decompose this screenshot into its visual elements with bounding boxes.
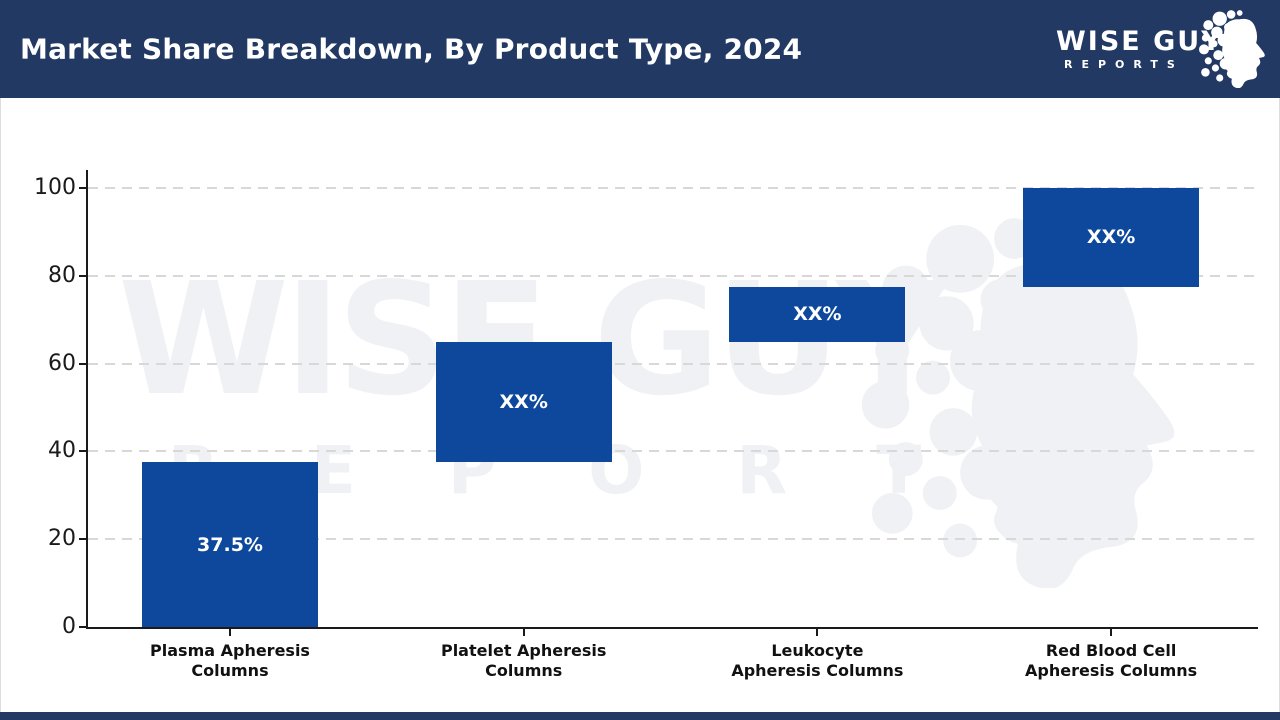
- x-category-label-line: Columns: [191, 661, 269, 680]
- footer-bar: [0, 712, 1280, 720]
- bar-segment: 37.5%: [142, 462, 318, 627]
- bar-segment: XX%: [1023, 188, 1200, 287]
- x-tick-mark: [229, 629, 231, 636]
- x-category-label: Plasma Apheresis Columns: [80, 641, 380, 681]
- gridline-y20: [88, 538, 1258, 541]
- x-tick-mark: [522, 629, 525, 636]
- y-tick-mark: [79, 362, 87, 365]
- gridline-y40: [88, 450, 1258, 453]
- bar-segment: XX%: [729, 286, 906, 342]
- y-tick-mark: [79, 538, 87, 541]
- y-tick-label: 100: [34, 175, 76, 200]
- bar-value-label: XX%: [793, 303, 842, 326]
- gridline-y100: [88, 187, 1258, 189]
- x-category-label: Platelet Apheresis Columns: [374, 641, 674, 681]
- logo-wordmark: WISE GUY: [1056, 26, 1223, 57]
- x-category-label: Red Blood Cell Apheresis Columns: [961, 641, 1261, 681]
- x-category-label-line: Apheresis Columns: [731, 661, 904, 680]
- logo-head-icon: [1199, 10, 1265, 88]
- bar-segment: XX%: [435, 341, 612, 463]
- x-category-label-line: Columns: [485, 661, 563, 680]
- x-category-label-line: Red Blood Cell: [1045, 641, 1177, 660]
- y-tick-mark: [79, 450, 87, 453]
- x-category-label: Leukocyte Apheresis Columns: [667, 641, 967, 681]
- y-tick-mark: [79, 626, 87, 628]
- logo-subtext: REPORTS: [1064, 58, 1184, 71]
- bar-value-label: XX%: [1086, 226, 1136, 249]
- y-tick-mark: [79, 274, 87, 277]
- y-tick-label: 60: [48, 350, 76, 376]
- y-tick-label: 80: [48, 262, 76, 288]
- y-tick-label: 20: [48, 526, 76, 552]
- brand-logo: WISE GUY REPORTS: [1020, 4, 1270, 94]
- bar-value-label: 37.5%: [197, 533, 263, 556]
- gridline-y80: [88, 274, 1258, 277]
- y-axis-line: [86, 170, 88, 629]
- x-category-label-line: Platelet Apheresis: [440, 641, 607, 660]
- x-tick-mark: [1110, 629, 1113, 636]
- header-bar: Market Share Breakdown, By Product Type,…: [0, 0, 1280, 98]
- y-tick-label: 40: [48, 438, 76, 464]
- x-axis-line: [86, 627, 1258, 629]
- y-tick-mark: [79, 187, 87, 189]
- x-tick-mark: [816, 629, 819, 636]
- x-category-label-line: Apheresis Columns: [1025, 661, 1198, 680]
- x-category-label-line: Plasma Apheresis: [150, 641, 310, 660]
- chart-title: Market Share Breakdown, By Product Type,…: [20, 32, 803, 66]
- x-category-label-line: Leukocyte: [771, 641, 864, 660]
- bar-value-label: XX%: [499, 391, 548, 413]
- gridline-y60: [88, 362, 1258, 365]
- y-tick-label: 0: [62, 614, 76, 639]
